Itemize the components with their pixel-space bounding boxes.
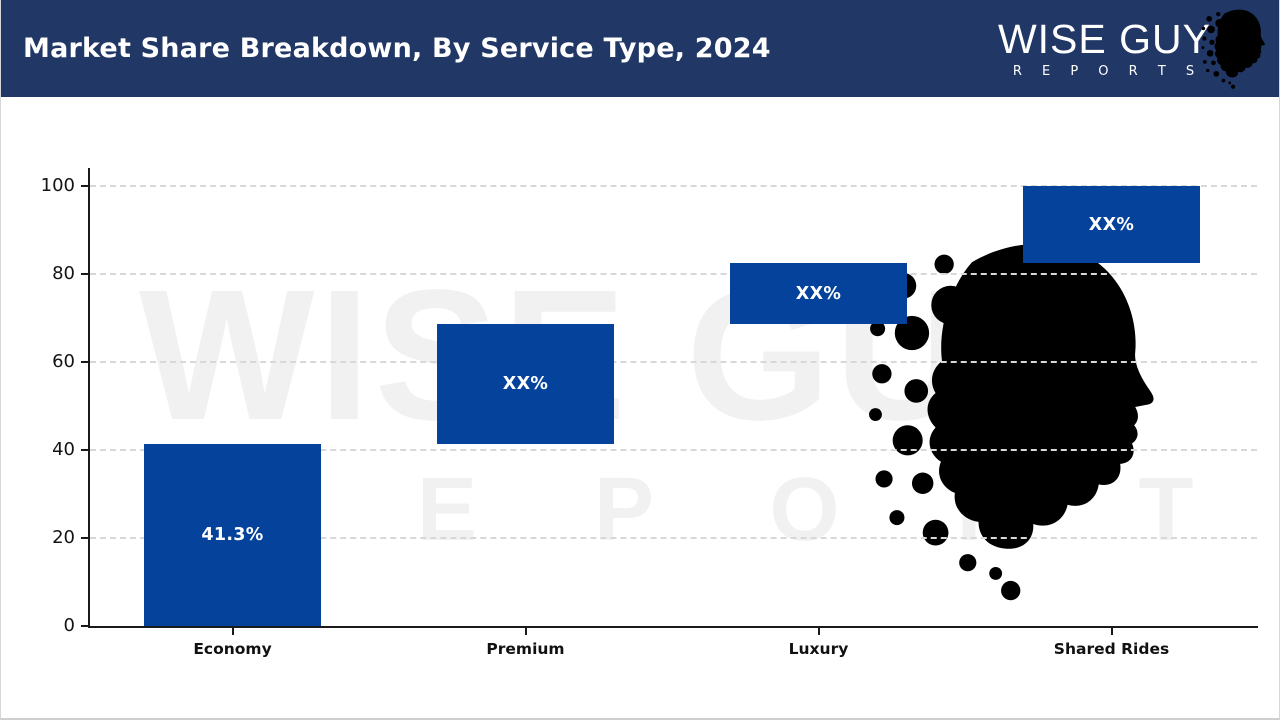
logo-reports-text: R E P O R T S <box>1012 64 1203 79</box>
x-tick-label-shared-rides[interactable]: Shared Rides <box>1053 640 1170 658</box>
x-axis-tick[interactable] <box>524 628 527 635</box>
bar-label-shared-rides: XX% <box>1088 214 1135 235</box>
y-tick-label[interactable]: 60 <box>52 351 75 372</box>
x-tick-label-economy[interactable]: Economy <box>193 640 272 658</box>
logo-wordmark: WISE GUY R E P O R T S <box>997 16 1211 80</box>
bar-luxury[interactable]: XX% <box>730 263 907 325</box>
y-axis-tick[interactable] <box>81 625 89 627</box>
x-tick-label-premium[interactable]: Premium <box>486 640 565 658</box>
chart-title: Market Share Breakdown, By Service Type,… <box>23 33 771 64</box>
y-tick-label[interactable]: 100 <box>40 175 75 196</box>
y-axis-tick[interactable] <box>81 273 89 275</box>
y-tick-label[interactable]: 0 <box>63 615 75 636</box>
bar-premium[interactable]: XX% <box>437 324 614 445</box>
y-tick-label[interactable]: 20 <box>52 527 75 548</box>
gridline[interactable] <box>90 449 1257 451</box>
x-axis-tick[interactable] <box>231 628 234 635</box>
gridline[interactable] <box>90 361 1257 363</box>
header: Market Share Breakdown, By Service Type,… <box>1 0 1279 97</box>
y-axis-tick[interactable] <box>81 185 89 187</box>
bar-economy[interactable]: 41.3% <box>144 444 321 626</box>
x-axis-tick[interactable] <box>1110 628 1113 635</box>
x-axis-tick[interactable] <box>817 628 820 635</box>
x-axis-line <box>88 626 1258 628</box>
bar-label-economy: 41.3% <box>201 525 264 546</box>
brand-logo: WISE GUY R E P O R T S <box>998 4 1271 94</box>
y-axis-line <box>88 168 90 628</box>
logo-head-icon <box>1197 6 1271 92</box>
bar-label-luxury: XX% <box>795 283 842 304</box>
x-tick-label-luxury[interactable]: Luxury <box>788 640 849 658</box>
gridline[interactable] <box>90 273 1257 275</box>
y-axis-tick[interactable] <box>81 537 89 539</box>
logo-wiseguy-text: WISE GUY <box>997 16 1211 62</box>
y-axis-tick[interactable] <box>81 361 89 363</box>
bar-label-premium: XX% <box>502 374 549 395</box>
y-tick-label[interactable]: 40 <box>52 439 75 460</box>
gridline[interactable] <box>90 537 1257 539</box>
y-axis-tick[interactable] <box>81 449 89 451</box>
y-tick-label[interactable]: 80 <box>52 263 75 284</box>
bar-shared-rides[interactable]: XX% <box>1023 186 1200 263</box>
gridline[interactable] <box>90 185 1257 187</box>
